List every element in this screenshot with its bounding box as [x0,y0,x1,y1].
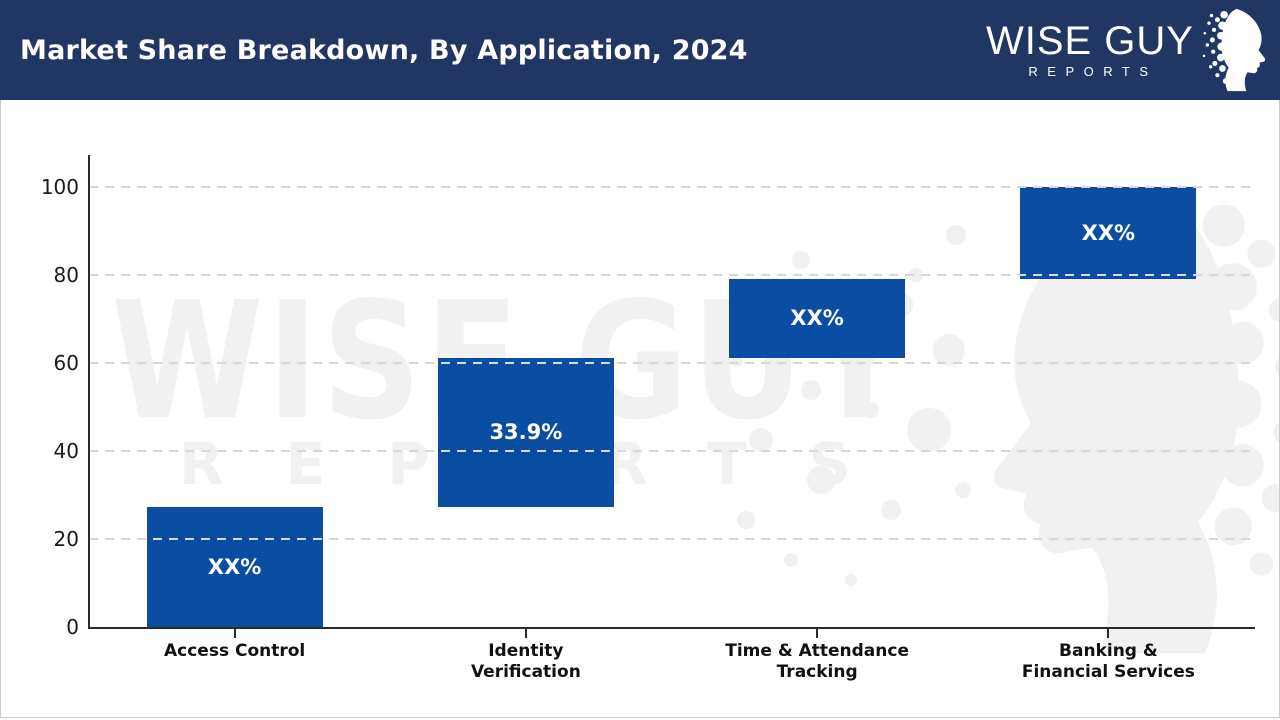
x-category-label-line: Verification [470,662,581,682]
y-tick-label: 80 [53,263,79,287]
y-gridline [89,538,1254,540]
y-gridline [89,362,1254,364]
x-tick-mark [816,629,819,638]
x-tick-mark [233,629,236,638]
y-tick-label: 60 [53,351,79,375]
brand-wordmark: WISE GUY [985,19,1194,63]
bar: 33.9% [437,357,614,507]
x-category-label: Time & Attendance Tracking [667,641,967,683]
x-category-label-line: Access Control [163,641,306,661]
x-category-label: Access Control [85,641,385,662]
bar: XX% [146,506,323,627]
bar-value-label: XX% [1081,220,1136,245]
bar-value-label: XX% [207,554,262,579]
x-category-label-line: Financial Services [1021,662,1195,682]
x-category-label-line: Identity [488,641,564,661]
brand-logo: WISE GUY REPORTS [986,2,1272,98]
bar: XX% [1020,187,1197,279]
x-category-label-line: Banking & [1059,641,1158,661]
x-axis-line [88,627,1255,629]
y-gridline [89,186,1254,188]
x-category-label-line: Time & Attendance [725,641,909,661]
x-category-label: Banking & Financial Services [958,641,1258,683]
y-tick-label: 20 [53,527,79,551]
bar-value-label: 33.9% [489,420,563,445]
head-profile-icon [1202,8,1266,92]
y-tick-label: 40 [53,439,79,463]
brand-logo-text: WISE GUY REPORTS [986,21,1194,79]
x-category-label-line: Tracking [776,662,858,682]
x-tick-mark [1107,629,1110,638]
x-tick-mark [524,629,527,638]
brand-subtext: REPORTS [1028,64,1158,79]
header-bar: Market Share Breakdown, By Application, … [0,0,1280,100]
x-category-label: Identity Verification [376,641,676,683]
y-tick-label: 0 [66,615,79,639]
bar-value-label: XX% [790,306,844,331]
page-title: Market Share Breakdown, By Application, … [20,34,748,66]
y-axis-line [88,155,90,629]
bar: XX% [729,278,906,358]
y-tick-label: 100 [40,175,79,199]
y-gridline [89,274,1254,276]
y-gridline [89,450,1254,452]
